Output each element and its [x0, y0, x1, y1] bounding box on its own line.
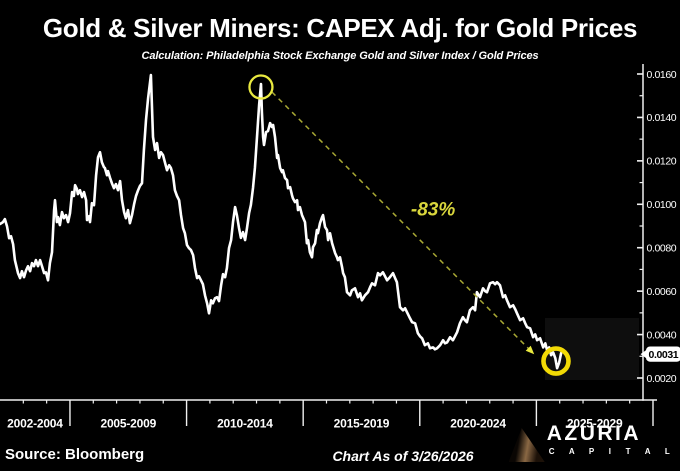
y-tick-label: 0.0160 [647, 69, 677, 81]
x-axis-label: 2002-2004 [7, 417, 63, 431]
x-axis-label: 2020-2024 [450, 417, 506, 431]
decline-pct-label: -83% [411, 200, 455, 221]
y-tick-label: 0.0120 [647, 156, 677, 168]
y-tick-label: 0.0060 [647, 286, 677, 298]
brand-subname: C A P I T A L [548, 447, 676, 456]
arrowhead-icon [525, 345, 535, 355]
value-badge [646, 346, 680, 362]
chart-subtitle: Calculation: Philadelphia Stock Exchange… [141, 50, 539, 62]
x-axis-label: 2025-2029 [567, 417, 623, 431]
value-badge-label: 0.0031 [649, 349, 679, 361]
source-note: Source: Bloomberg [5, 446, 145, 463]
y-tick-label: 0.0040 [647, 329, 677, 341]
brand-logo: AZURIA C A P I T A L [508, 422, 676, 462]
peak-highlight-circle [248, 74, 274, 100]
page-title: Gold & Silver Miners: CAPEX Adj. for Gol… [42, 13, 638, 43]
value-badge-pointer [640, 349, 647, 359]
x-axis-label: 2015-2019 [334, 417, 390, 431]
x-axis-label: 2010-2014 [217, 417, 273, 431]
y-tick-label: 0.0020 [647, 373, 677, 385]
mountain-triangle-icon [508, 428, 545, 462]
as-of-date: Chart As of 3/26/2026 [332, 448, 474, 464]
y-tick-label: 0.0080 [647, 243, 677, 255]
end-highlight-circle [541, 346, 571, 376]
data-series-line [0, 73, 563, 370]
decline-dashed-line [271, 91, 532, 352]
x-axis-label: 2005-2009 [100, 417, 156, 431]
brand-name: AZURIA [546, 422, 642, 445]
y-tick-label: 0.0100 [647, 199, 677, 211]
y-tick-label: 0.0140 [647, 112, 677, 124]
